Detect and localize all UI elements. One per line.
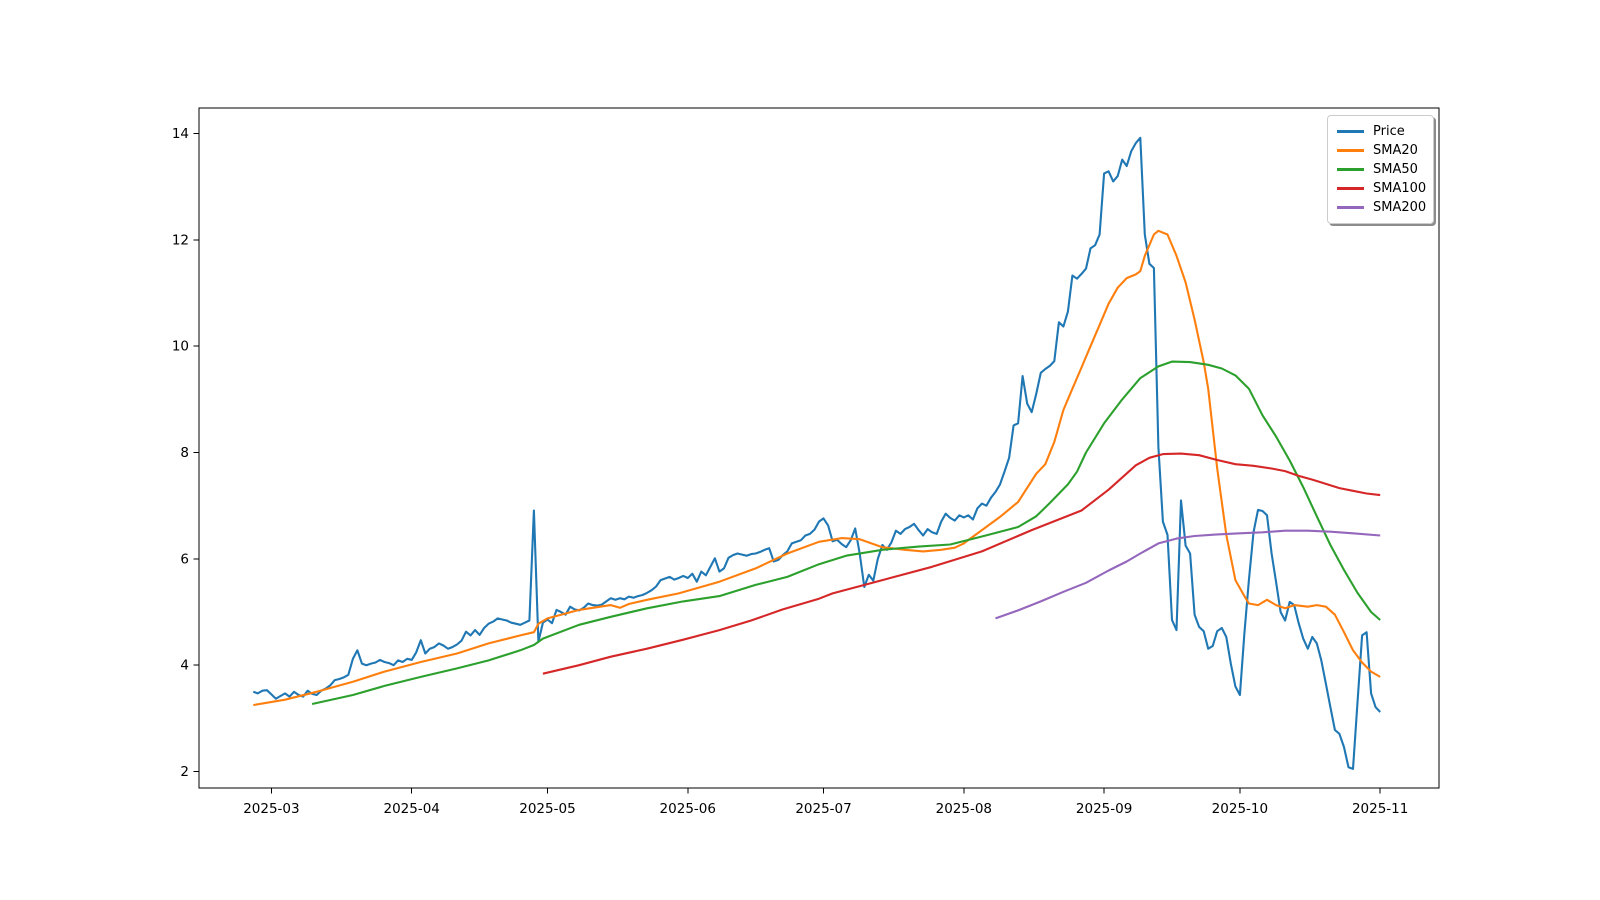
- sma200-line-swatch: [1337, 206, 1364, 209]
- legend-item-sma200: SMA200: [1337, 198, 1427, 217]
- sma100-line-swatch: [1337, 187, 1364, 190]
- x-tick-label: 2025-08: [936, 801, 992, 817]
- price-line-swatch: [1337, 130, 1364, 133]
- legend-item-price: Price: [1337, 122, 1427, 141]
- x-tick-label: 2025-06: [660, 801, 716, 817]
- plot-border: [198, 107, 1440, 789]
- legend-label-price: Price: [1373, 124, 1405, 139]
- x-tick-label: 2025-05: [519, 801, 575, 817]
- series-line-sma50: [311, 360, 1381, 706]
- legend-item-sma20: SMA20: [1337, 141, 1427, 160]
- y-tick-label: 2: [180, 764, 189, 780]
- y-tick-label: 6: [180, 551, 189, 567]
- sma20-line-swatch: [1337, 149, 1364, 152]
- x-tick-label: 2025-07: [795, 801, 851, 817]
- sma50-line-swatch: [1337, 168, 1364, 171]
- y-tick-label: 10: [172, 339, 189, 355]
- y-tick-label: 8: [180, 445, 189, 461]
- legend-label-sma20: SMA20: [1373, 143, 1418, 158]
- x-tick-label: 2025-10: [1212, 801, 1268, 817]
- series-line-sma100: [542, 452, 1381, 675]
- series-line-sma200: [995, 529, 1381, 620]
- y-tick-label: 14: [172, 126, 189, 142]
- legend-label-sma200: SMA200: [1373, 200, 1427, 215]
- legend-label-sma50: SMA50: [1373, 162, 1418, 177]
- x-tick-label: 2025-03: [243, 801, 299, 817]
- legend-item-sma100: SMA100: [1337, 179, 1427, 198]
- legend: Price SMA20 SMA50 SMA100 SMA200: [1327, 115, 1434, 224]
- y-tick-label: 12: [172, 232, 189, 248]
- x-tick-label: 2025-04: [383, 801, 439, 817]
- legend-item-sma50: SMA50: [1337, 160, 1427, 179]
- y-tick-label: 4: [180, 658, 189, 674]
- legend-label-sma100: SMA100: [1373, 181, 1427, 196]
- series-line-price: [252, 136, 1381, 770]
- x-tick-label: 2025-09: [1076, 801, 1132, 817]
- x-tick-label: 2025-11: [1352, 801, 1408, 817]
- series-line-sma20: [253, 229, 1381, 707]
